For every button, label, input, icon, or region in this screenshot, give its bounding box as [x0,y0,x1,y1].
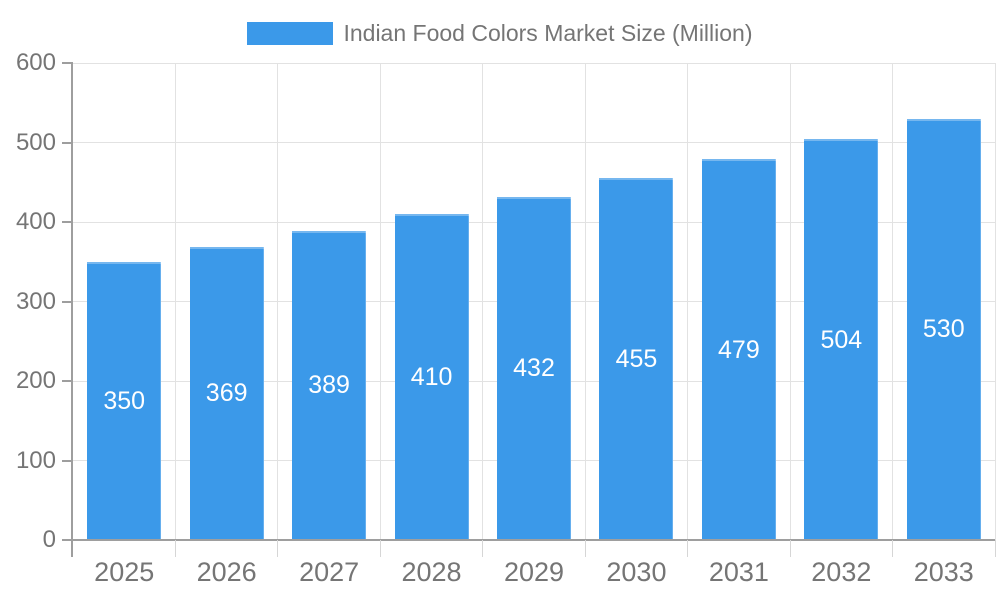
x-tick-label-2027: 2027 [299,557,360,587]
v-gridline [687,63,689,540]
bar-value-label-2026: 369 [205,379,248,408]
y-tick [62,221,73,223]
x-tick [994,540,996,557]
y-tick-label-500: 500 [15,128,56,156]
y-tick [62,62,73,64]
v-gridline [584,63,586,540]
bar-value-label-2030: 455 [615,345,658,374]
x-axis-line [62,539,995,541]
bar-value-label-2025: 350 [103,386,146,415]
x-tick [174,540,176,557]
y-tick-label-100: 100 [15,446,56,474]
x-tick-label-2033: 2033 [913,557,974,587]
legend-swatch [247,21,334,45]
x-tick [379,540,381,557]
y-axis-line [71,63,73,557]
bar-2029[interactable] [497,196,571,540]
x-tick [892,540,894,557]
h-gridline-500 [73,142,995,143]
legend-label: Indian Food Colors Market Size (Million) [343,19,753,46]
y-tick-label-400: 400 [15,208,56,235]
y-tick [62,539,73,541]
x-tick-label-2030: 2030 [606,557,667,587]
bar-value-label-2027: 389 [308,371,350,400]
x-tick [687,540,689,557]
bar-2032[interactable] [804,139,879,540]
y-tick [62,141,73,144]
x-tick [584,540,586,557]
v-gridline [277,63,279,540]
bar-2026[interactable] [189,246,264,540]
bar-value-label-2029: 432 [513,354,555,383]
x-tick-label-2025: 2025 [94,557,155,587]
y-tick-label-300: 300 [15,287,56,315]
bar-value-label-2031: 479 [718,335,760,364]
y-tick [62,300,73,303]
y-tick-label-200: 200 [15,367,56,394]
x-tick-label-2031: 2031 [708,557,769,587]
x-tick-label-2029: 2029 [503,557,565,587]
x-tick [277,540,279,557]
legend[interactable]: Indian Food Colors Market Size (Million) [0,20,1000,46]
x-tick-label-2028: 2028 [401,557,462,587]
bar-2028[interactable] [394,214,469,540]
x-tick-label-2032: 2032 [811,557,872,587]
v-gridline [174,63,176,540]
x-tick [482,540,484,557]
x-tick [71,540,73,557]
v-gridline [994,63,996,540]
y-tick [62,380,73,382]
bar-2033[interactable] [906,118,981,540]
x-tick-label-2026: 2026 [196,557,257,587]
v-gridline [379,63,381,540]
v-gridline [789,63,791,540]
x-tick [789,540,791,557]
bar-value-label-2028: 410 [410,363,453,392]
y-tick-label-0: 0 [42,526,56,553]
bar-value-label-2032: 504 [820,325,863,354]
bar-2030[interactable] [599,178,674,540]
bar-value-label-2033: 530 [922,315,965,344]
y-tick-label-600: 600 [15,49,56,76]
bar-2027[interactable] [292,230,367,540]
h-gridline-600 [73,62,995,64]
v-gridline [482,63,484,540]
v-gridline [892,63,894,540]
bar-2025[interactable] [87,261,162,540]
bar-2031[interactable] [701,159,776,540]
y-tick [62,459,73,462]
